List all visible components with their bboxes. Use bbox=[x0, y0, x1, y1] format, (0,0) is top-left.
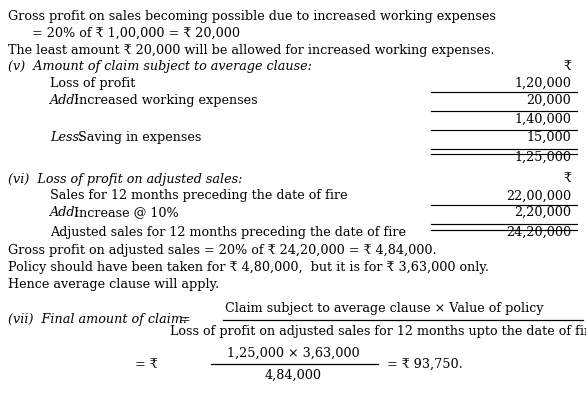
Text: Less:: Less: bbox=[50, 131, 83, 144]
Text: 1,25,000: 1,25,000 bbox=[515, 151, 571, 164]
Text: 4,84,000: 4,84,000 bbox=[264, 369, 322, 381]
Text: Gross profit on sales becoming possible due to increased working expenses: Gross profit on sales becoming possible … bbox=[8, 10, 496, 23]
Text: 15,000: 15,000 bbox=[527, 131, 571, 144]
Text: Loss of profit on adjusted sales for 12 months upto the date of fire: Loss of profit on adjusted sales for 12 … bbox=[170, 325, 586, 338]
Text: Saving in expenses: Saving in expenses bbox=[78, 131, 202, 144]
Text: (v)  Amount of claim subject to average clause:: (v) Amount of claim subject to average c… bbox=[8, 60, 312, 73]
Text: Increase @ 10%: Increase @ 10% bbox=[74, 206, 179, 219]
Text: =: = bbox=[179, 313, 190, 327]
Text: 1,20,000: 1,20,000 bbox=[515, 77, 571, 90]
Text: 1,40,000: 1,40,000 bbox=[515, 113, 571, 126]
Text: Claim subject to average clause × Value of policy: Claim subject to average clause × Value … bbox=[224, 302, 543, 315]
Text: The least amount ₹ 20,000 will be allowed for increased working expenses.: The least amount ₹ 20,000 will be allowe… bbox=[8, 44, 494, 57]
Text: 20,000: 20,000 bbox=[527, 94, 571, 107]
Text: 1,25,000 × 3,63,000: 1,25,000 × 3,63,000 bbox=[227, 347, 359, 360]
Text: = ₹ 93,750.: = ₹ 93,750. bbox=[387, 358, 462, 371]
Text: = ₹: = ₹ bbox=[135, 358, 158, 371]
Text: Hence average clause will apply.: Hence average clause will apply. bbox=[8, 278, 219, 291]
Text: Increased working expenses: Increased working expenses bbox=[74, 94, 258, 107]
Text: ₹: ₹ bbox=[563, 173, 571, 185]
Text: Policy should have been taken for ₹ 4,80,000,  but it is for ₹ 3,63,000 only.: Policy should have been taken for ₹ 4,80… bbox=[8, 261, 489, 274]
Text: (vi)  Loss of profit on adjusted sales:: (vi) Loss of profit on adjusted sales: bbox=[8, 173, 242, 185]
Text: Loss of profit: Loss of profit bbox=[50, 77, 135, 90]
Text: Add:: Add: bbox=[50, 206, 80, 219]
Text: 22,00,000: 22,00,000 bbox=[506, 189, 571, 202]
Text: ₹: ₹ bbox=[563, 60, 571, 73]
Text: 24,20,000: 24,20,000 bbox=[506, 226, 571, 239]
Text: (vii)  Final amount of claim:: (vii) Final amount of claim: bbox=[8, 314, 187, 326]
Text: Adjusted sales for 12 months preceding the date of fire: Adjusted sales for 12 months preceding t… bbox=[50, 226, 406, 239]
Text: Gross profit on adjusted sales = 20% of ₹ 24,20,000 = ₹ 4,84,000.: Gross profit on adjusted sales = 20% of … bbox=[8, 244, 436, 257]
Text: = 20% of ₹ 1,00,000 = ₹ 20,000: = 20% of ₹ 1,00,000 = ₹ 20,000 bbox=[32, 27, 240, 40]
Text: Sales for 12 months preceding the date of fire: Sales for 12 months preceding the date o… bbox=[50, 189, 347, 202]
Text: 2,20,000: 2,20,000 bbox=[515, 206, 571, 219]
Text: Add:: Add: bbox=[50, 94, 80, 107]
